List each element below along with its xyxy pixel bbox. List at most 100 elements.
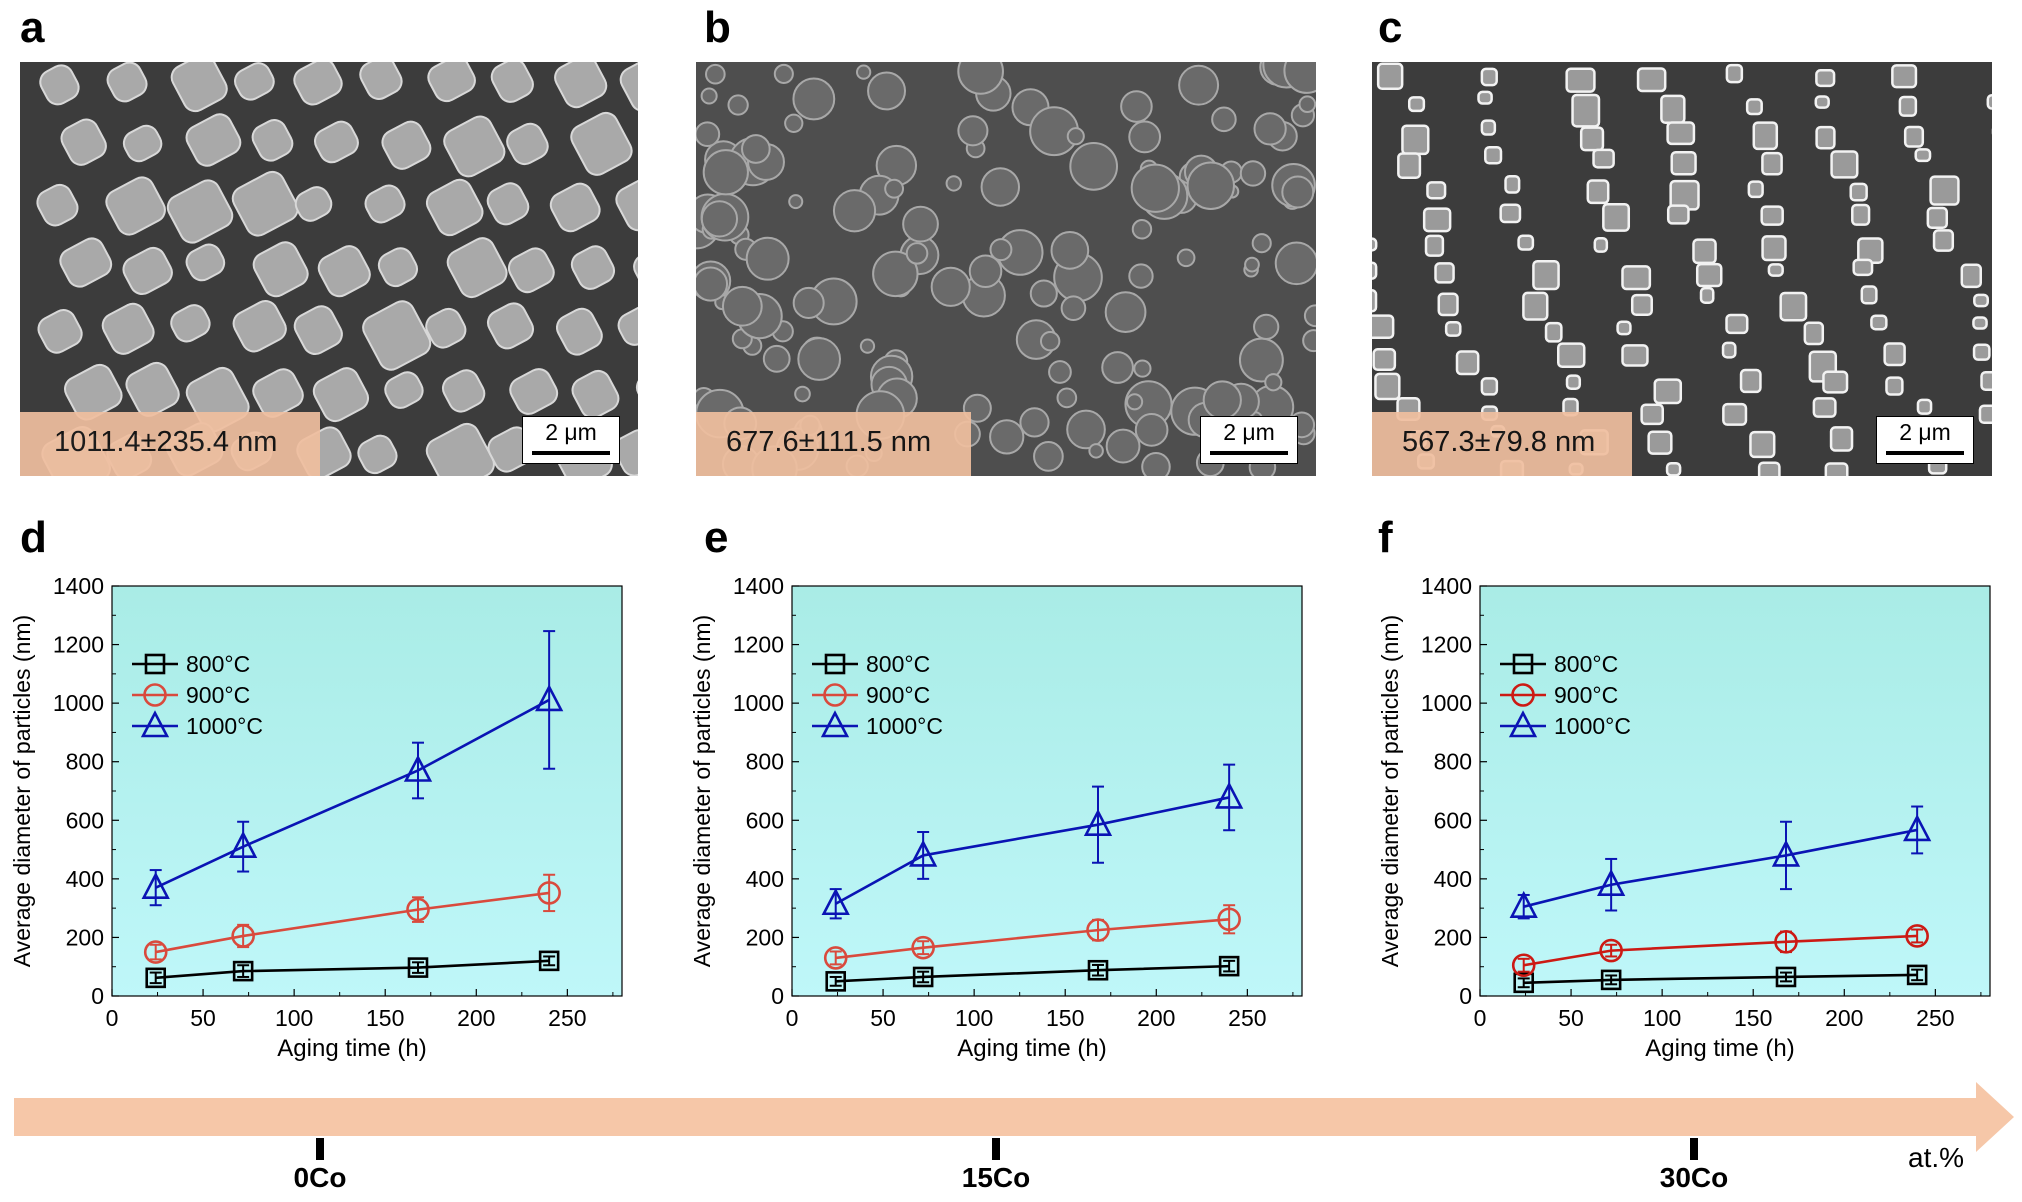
series-900°C: [1511, 924, 1929, 978]
sem-particle: [957, 62, 1004, 95]
sem-particle: [490, 62, 534, 103]
x-tick-label: 150: [366, 1005, 404, 1031]
panel-label-d: d: [20, 513, 47, 562]
sem-particle: [1186, 161, 1235, 210]
y-tick-label: 400: [1434, 866, 1472, 892]
series-800°C: [145, 950, 560, 989]
sem-particle: [1407, 96, 1426, 113]
x-tick-label: 250: [548, 1005, 586, 1031]
marker-square: [825, 971, 847, 992]
marker-triangle: [1902, 814, 1932, 842]
chart-f: 0 200 400 600 800 1000 1200 1400 0 50 100 150 200 250…: [1368, 560, 2022, 1085]
size-label: 567.3±79.8 nm: [1402, 426, 1596, 458]
sem-particle: [1422, 207, 1452, 233]
series-1000°C: [821, 763, 1244, 920]
sem-particle: [1556, 342, 1586, 368]
sem-particle: [1056, 387, 1078, 409]
sem-particle: [980, 167, 1021, 207]
sem-particle: [555, 307, 603, 356]
sem-particle: [362, 300, 432, 371]
sem-particle: [1929, 175, 1960, 206]
sem-particle: [1972, 316, 1988, 330]
sem-particle: [185, 113, 242, 167]
sem-particle: [60, 118, 107, 166]
sem-particle: [1372, 348, 1397, 372]
sem-particle: [231, 170, 299, 237]
sem-particle: [1803, 321, 1825, 346]
y-tick-label: 1400: [53, 573, 104, 599]
sem-particle: [1647, 430, 1673, 455]
sem-particle: [1424, 234, 1445, 257]
marker-circle: [1086, 918, 1110, 942]
sem-particle: [617, 305, 638, 346]
sem-particle: [1980, 370, 1992, 391]
sem-particle: [1281, 175, 1315, 209]
legend-entry: 800°C: [1500, 651, 1618, 677]
sem-particle: [1239, 160, 1267, 187]
sem-particle: [1972, 343, 1991, 361]
sem-particle: [1725, 313, 1749, 335]
sem-particle: [1274, 241, 1316, 286]
legend-label: 800°C: [186, 651, 250, 677]
plot-area: [111, 585, 623, 997]
y-tick-label: 400: [66, 866, 104, 892]
marker-triangle: [141, 871, 170, 899]
y-tick-label: 600: [746, 807, 784, 833]
sem-particle: [957, 115, 989, 147]
sem-particle: [884, 178, 905, 199]
series-line: [1523, 828, 1918, 908]
y-tick-label: 800: [1434, 749, 1472, 775]
sem-particle: [1665, 461, 1682, 476]
sem-particle: [232, 300, 287, 353]
y-tick-label: 800: [66, 749, 104, 775]
sem-particle: [170, 304, 211, 343]
sem-particle: [1372, 314, 1395, 339]
sem-image-b: 677.6±111.5 nm 2 μm: [696, 62, 1316, 476]
sem-particle: [1602, 202, 1631, 232]
sem-particle: [1666, 121, 1696, 146]
sem-particle: [1852, 258, 1874, 277]
sem-particle: [1303, 304, 1316, 328]
sem-particle: [1019, 407, 1050, 438]
size-label-box: 567.3±79.8 nm: [1372, 412, 1632, 476]
sem-particle: [570, 245, 616, 290]
sem-particle: [1932, 229, 1955, 252]
legend-entry: 1000°C: [812, 710, 943, 739]
sem-particle: [1725, 63, 1744, 84]
sem-particle: [989, 419, 1025, 455]
sem-particle: [794, 385, 811, 403]
y-tick-label: 1400: [733, 573, 784, 599]
sem-particle: [792, 77, 836, 121]
y-tick-label: 200: [1434, 924, 1472, 950]
sem-particle: [293, 62, 343, 106]
sem-particles-b: [696, 62, 1316, 476]
marker-square: [232, 960, 254, 982]
legend-label: 1000°C: [866, 713, 943, 739]
sem-particle: [101, 302, 155, 355]
sem-particle: [314, 120, 359, 164]
sem-particle: [902, 205, 939, 243]
composition-tick-15co: [992, 1138, 1000, 1160]
marker-square: [407, 957, 429, 978]
sem-image-c: 567.3±79.8 nm 2 μm: [1372, 62, 1992, 476]
composition-tick-30co: [1690, 1138, 1698, 1160]
sem-particle: [1640, 403, 1665, 426]
sem-particle: [1745, 98, 1763, 116]
composition-tick-0co: [316, 1138, 324, 1160]
sem-particle: [1579, 126, 1605, 152]
legend-label: 900°C: [1554, 682, 1618, 708]
marker-circle: [823, 683, 847, 707]
sem-particle: [1264, 373, 1283, 392]
chart-e-svg: 0 200 400 600 800 1000 1200 1400 0 50 100 150 200 250…: [689, 573, 1303, 1062]
marker-square: [1600, 969, 1622, 991]
sem-particle: [968, 254, 1003, 289]
chart-f-svg: 0 200 400 600 800 1000 1200 1400 0 50 100 150 200 250…: [1377, 573, 1991, 1062]
sem-particle: [784, 113, 804, 133]
sem-particle: [1757, 461, 1781, 476]
sem-particle: [1779, 291, 1808, 322]
scale-bar-label: 2 μm: [1899, 419, 1951, 445]
sem-particle: [312, 367, 370, 423]
legend-entry: 800°C: [812, 651, 930, 677]
scale-bar: 2 μm: [1876, 416, 1974, 464]
sem-particle: [1978, 404, 1992, 425]
